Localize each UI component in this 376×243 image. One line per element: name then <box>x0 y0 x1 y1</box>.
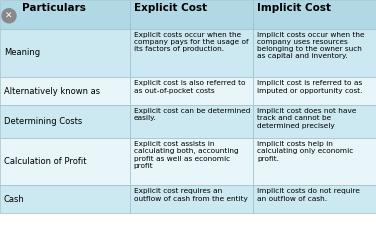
Text: Implicit cost does not have
track and cannot be
determined precisely: Implicit cost does not have track and ca… <box>257 108 356 129</box>
Text: Explicit cost requires an
outflow of cash from the entity: Explicit cost requires an outflow of cas… <box>134 188 247 202</box>
Bar <box>253 29 376 77</box>
Text: Explicit cost can be determined
easily.: Explicit cost can be determined easily. <box>134 108 250 122</box>
Bar <box>0 77 130 105</box>
Bar <box>253 138 376 185</box>
Text: Calculation of Profit: Calculation of Profit <box>4 157 86 166</box>
Text: Particulars: Particulars <box>22 3 86 13</box>
Text: Explicit cost assists in
calculating both, accounting
profit as well as economic: Explicit cost assists in calculating bot… <box>134 141 238 169</box>
Bar <box>130 138 253 185</box>
Text: Implicit cost is referred to as
imputed or opportunity cost.: Implicit cost is referred to as imputed … <box>257 80 362 94</box>
Circle shape <box>2 9 16 23</box>
Text: ✕: ✕ <box>5 11 13 20</box>
Text: Implicit costs help in
calculating only economic
profit.: Implicit costs help in calculating only … <box>257 141 353 162</box>
Bar <box>130 0 253 29</box>
Bar <box>0 105 130 138</box>
Text: Meaning: Meaning <box>4 48 40 58</box>
Bar <box>130 77 253 105</box>
Bar <box>0 138 130 185</box>
Text: Cash: Cash <box>4 195 25 204</box>
Text: Determining Costs: Determining Costs <box>4 117 82 126</box>
Bar <box>130 185 253 213</box>
Bar <box>130 105 253 138</box>
Bar <box>253 185 376 213</box>
Text: Alternatively known as: Alternatively known as <box>4 87 100 96</box>
Bar <box>0 29 130 77</box>
Text: Implicit costs occur when the
company uses resources
belonging to the owner such: Implicit costs occur when the company us… <box>257 32 365 60</box>
Bar <box>253 105 376 138</box>
Text: Explicit cost is also referred to
as out-of-pocket costs: Explicit cost is also referred to as out… <box>134 80 245 94</box>
Bar <box>0 0 130 29</box>
Text: Explicit Cost: Explicit Cost <box>134 3 207 13</box>
Bar <box>253 77 376 105</box>
Bar <box>0 185 130 213</box>
Text: Explicit costs occur when the
company pays for the usage of
its factors of produ: Explicit costs occur when the company pa… <box>134 32 248 52</box>
Bar <box>253 0 376 29</box>
Text: Implicit costs do not require
an outflow of cash.: Implicit costs do not require an outflow… <box>257 188 360 202</box>
Bar <box>130 29 253 77</box>
Text: Implicit Cost: Implicit Cost <box>257 3 331 13</box>
